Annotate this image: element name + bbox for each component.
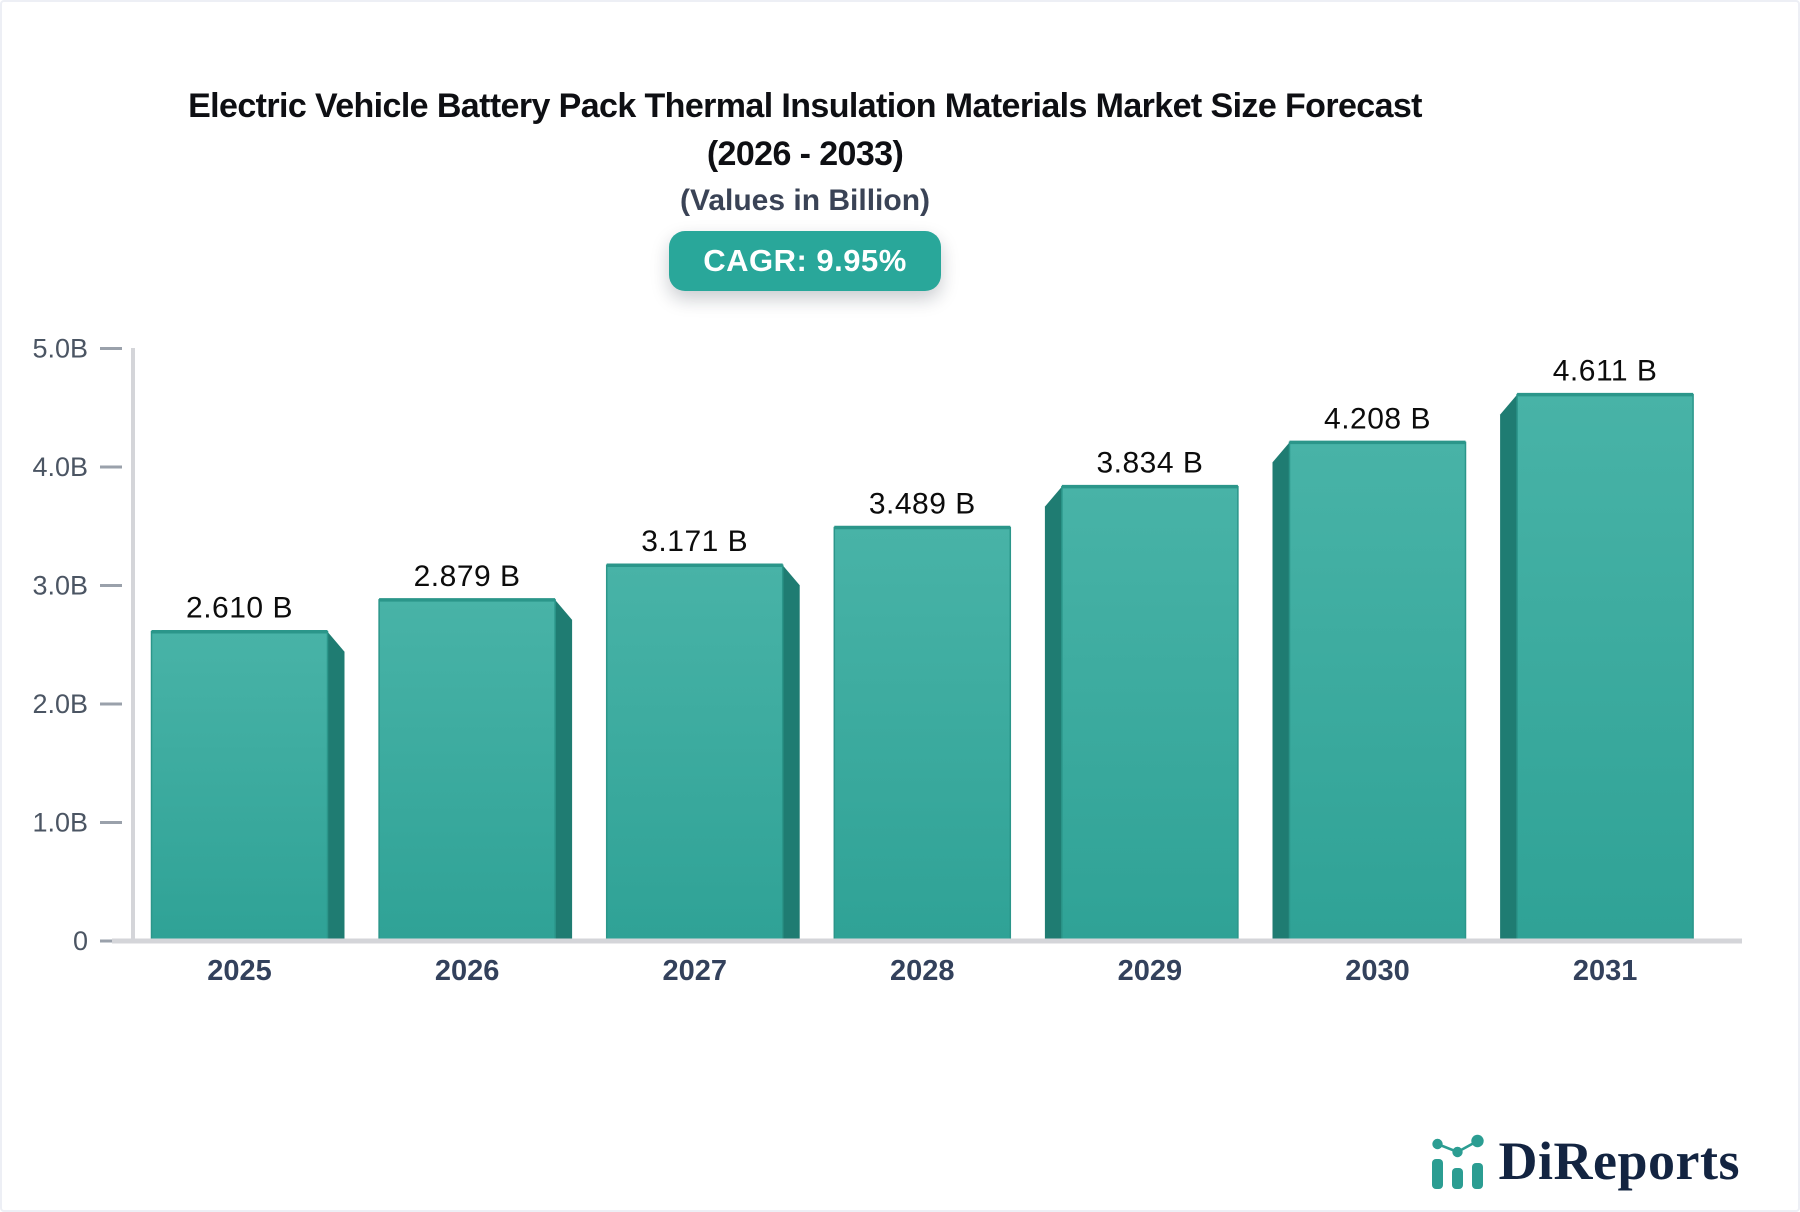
bar-value-label: 3.489 B [869,488,976,521]
direports-logo-text: DiReports [1498,1131,1740,1191]
bar-side-face [1500,394,1518,941]
x-tick-label: 2028 [890,955,955,987]
bar-face [1516,393,1694,942]
y-tick-label: 3.0B [32,571,88,601]
bar-face [378,599,556,942]
bar-value-label: 4.611 B [1553,355,1658,388]
y-tick-label: 4.0B [32,452,88,482]
y-tick-label: 0 [73,926,88,956]
y-tick-label: 5.0B [32,334,88,364]
chart-title-line1: Electric Vehicle Battery Pack Thermal In… [188,87,1422,125]
chart-subtitle: (Values in Billion) [679,184,931,217]
direports-logo: DiReports [1429,1132,1740,1190]
bar-group-2027: 3.171 B 2027 [605,525,800,987]
bar-face [833,526,1012,942]
bar-side-face [1044,486,1062,941]
chart-header: Electric Vehicle Battery Pack Thermal In… [0,82,1610,291]
chart-title: Electric Vehicle Battery Pack Thermal In… [0,82,1610,178]
bar-group-2025: 2.610 B 2025 [150,592,345,987]
bar-face [1061,485,1239,942]
bar-side-face [782,565,800,941]
x-tick-label: 2029 [1118,955,1183,987]
y-tick-label: 2.0B [32,689,88,719]
x-tick-label: 2026 [435,955,500,987]
bar-value-label: 3.834 B [1096,447,1203,480]
bar-side-face [327,631,345,941]
x-tick-label: 2025 [207,955,272,987]
bar-side-face [555,599,573,941]
bar-face [605,564,784,942]
bar-face [1288,441,1467,942]
cagr-badge: CAGR: 9.95% [669,231,941,291]
bar-value-label: 2.610 B [186,592,293,625]
bar-side-face [1272,442,1290,941]
bar-face [150,630,329,942]
bar-group-2028: 3.489 B 2028 [833,488,1012,987]
direports-bar-chart-icon [1431,1134,1484,1189]
x-tick-label: 2030 [1345,955,1410,987]
x-tick-label: 2031 [1573,955,1638,987]
bar-value-label: 2.879 B [414,560,521,593]
bar-group-2029: 3.834 B 2029 [1044,447,1239,987]
bar-value-label: 3.171 B [641,525,748,558]
chart-title-line2: (2026 - 2033) [706,135,904,173]
bar-group-2031: 4.611 B 2031 [1500,355,1694,987]
bar-group-2026: 2.879 B 2026 [378,560,573,987]
y-tick-label: 1.0B [32,808,88,838]
bar-group-2030: 4.208 B 2030 [1272,402,1467,987]
bar-value-label: 4.208 B [1324,402,1431,435]
x-tick-label: 2027 [662,955,727,987]
